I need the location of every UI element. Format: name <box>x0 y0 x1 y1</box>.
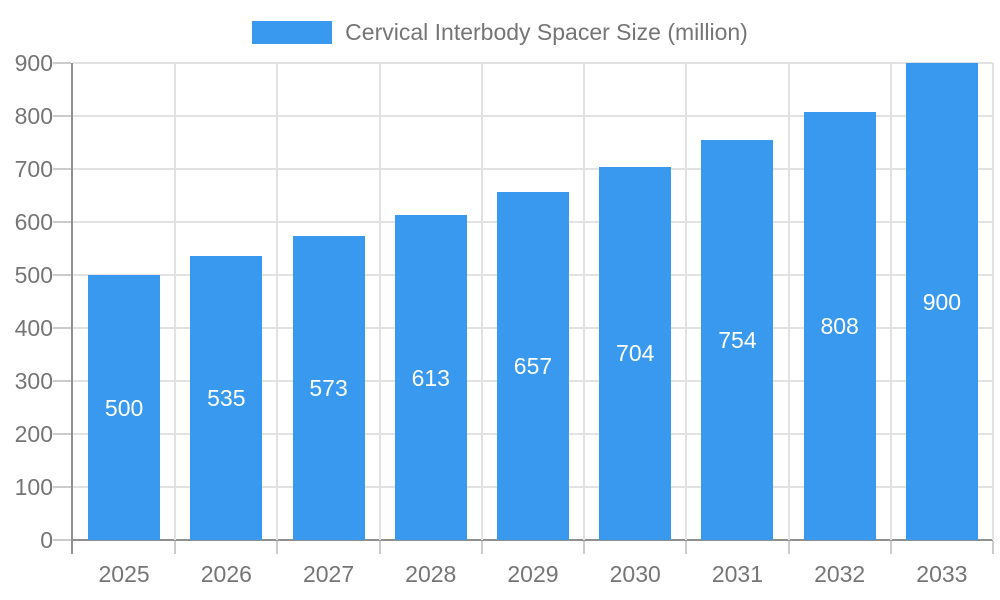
y-axis-tick <box>53 221 71 223</box>
x-axis-tick <box>787 541 790 554</box>
y-axis-tick-label: 700 <box>14 156 53 182</box>
y-axis-line <box>71 63 73 554</box>
plot-area: 0 100 200 300 400 500 600 700 800 900 500 2025 535 20… <box>15 50 994 587</box>
x-axis-tick <box>480 541 483 554</box>
y-axis-tick <box>53 274 71 276</box>
y-axis-tick <box>53 168 71 170</box>
bar-value-label: 808 <box>820 312 859 339</box>
y-axis-tick <box>53 115 71 117</box>
y-axis-tick <box>53 539 71 541</box>
x-axis-tick-label: 2025 <box>98 561 150 587</box>
x-axis-tick-label: 2026 <box>200 561 252 587</box>
gridline-horizontal <box>73 115 993 117</box>
gridline-vertical <box>480 63 483 540</box>
x-axis-tick-label: 2033 <box>916 561 968 587</box>
gridline-vertical <box>889 63 892 540</box>
legend-label[interactable]: Cervical Interbody Spacer Size (million) <box>345 19 748 45</box>
y-axis-tick-label: 500 <box>14 262 53 288</box>
y-axis-tick <box>53 433 71 435</box>
bar-value-label: 573 <box>309 375 348 402</box>
gridline-vertical <box>685 63 688 540</box>
x-axis-tick <box>889 541 892 554</box>
x-axis-tick-label: 2031 <box>711 561 764 587</box>
bar[interactable] <box>599 166 672 540</box>
gridline-vertical <box>378 63 381 540</box>
x-axis-tick <box>378 541 381 554</box>
x-axis-tick <box>174 541 177 554</box>
bar-value-label: 900 <box>922 288 962 315</box>
x-axis-tick-label: 2028 <box>405 561 457 587</box>
gridline-horizontal <box>73 168 993 170</box>
y-axis-tick-label: 800 <box>14 103 53 129</box>
y-axis-tick-label: 400 <box>14 315 53 341</box>
x-axis-tick <box>992 541 994 554</box>
x-axis-tick <box>685 541 688 554</box>
bar-value-label: 657 <box>513 352 553 379</box>
gridline-vertical <box>787 63 790 540</box>
y-axis-tick-label: 0 <box>40 527 53 553</box>
bar[interactable] <box>88 275 161 540</box>
bar[interactable] <box>394 215 467 540</box>
y-axis-tick <box>53 380 71 382</box>
bar[interactable] <box>905 63 978 540</box>
bar-value-label: 613 <box>411 364 450 391</box>
x-axis-tick-label: 2032 <box>814 561 866 587</box>
bar[interactable] <box>701 140 774 540</box>
gridline-horizontal <box>73 62 993 64</box>
bar[interactable] <box>803 111 876 540</box>
y-axis-tick-label: 300 <box>14 368 53 394</box>
gridline-vertical <box>174 63 177 540</box>
y-axis-tick <box>53 486 71 488</box>
bar-value-label: 704 <box>616 340 655 367</box>
y-axis-tick-label: 100 <box>14 474 53 500</box>
y-axis-tick <box>53 62 71 64</box>
bar[interactable] <box>292 236 365 540</box>
gridline-vertical <box>276 63 279 540</box>
bar-value-label: 754 <box>718 327 757 354</box>
legend-swatch[interactable] <box>252 20 333 44</box>
y-axis-tick-label: 200 <box>14 421 53 447</box>
x-axis-line <box>71 539 993 541</box>
bar-value-label: 500 <box>104 394 144 421</box>
bar[interactable] <box>190 256 263 540</box>
legend: Cervical Interbody Spacer Size (million) <box>0 19 1000 45</box>
y-axis-tick-label: 600 <box>14 209 53 235</box>
gridline-vertical <box>992 63 994 540</box>
x-axis-tick-label: 2027 <box>302 561 355 587</box>
gridline-vertical <box>583 63 586 540</box>
x-axis-tick <box>276 541 279 554</box>
y-axis-tick-label: 900 <box>14 50 53 76</box>
x-axis-tick <box>583 541 586 554</box>
y-axis-tick <box>53 327 71 329</box>
bar[interactable] <box>497 191 569 540</box>
bar-value-label: 535 <box>207 385 246 412</box>
x-axis-tick-label: 2029 <box>507 561 559 587</box>
x-axis-tick-label: 2030 <box>609 561 661 587</box>
